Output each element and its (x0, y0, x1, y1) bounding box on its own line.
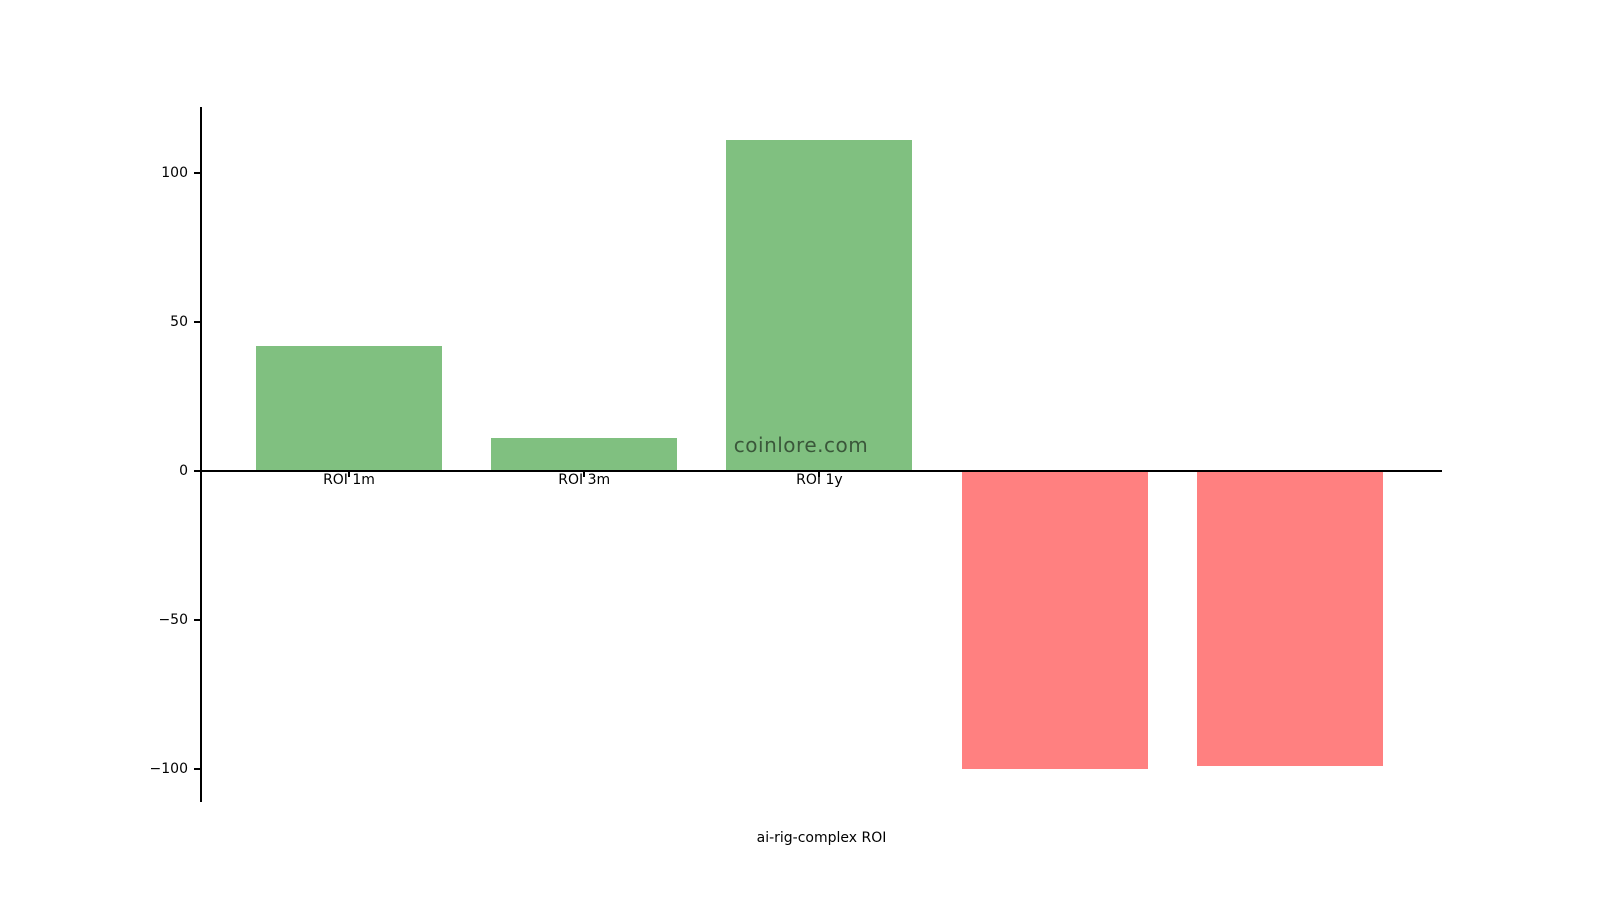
x-tick-label: ROI 1y (796, 471, 843, 488)
y-tick-label: −100 (149, 761, 188, 778)
y-axis-line (200, 107, 202, 802)
y-tick-mark (194, 469, 200, 472)
y-tick-mark (194, 171, 200, 174)
bar-roi-1y (726, 139, 913, 471)
x-tick-mark (583, 470, 586, 477)
watermark-text: coinlore.com (733, 433, 869, 457)
y-tick-mark (194, 320, 200, 323)
y-tick-label: 0 (179, 462, 188, 479)
y-tick-label: 50 (170, 313, 188, 330)
y-tick-mark (194, 768, 200, 771)
bar-roi-3m (491, 438, 678, 471)
chart-title: ai-rig-complex ROI (756, 830, 887, 846)
bar-roi-1m (256, 345, 442, 471)
y-tick-label: −50 (158, 612, 188, 629)
x-tick-label: ROI 1m (323, 471, 375, 488)
x-axis-zero-line (200, 469, 1442, 472)
x-tick-mark (348, 470, 350, 477)
bar-neg-5 (1196, 470, 1383, 767)
bar-neg-4 (961, 470, 1148, 770)
y-tick-mark (194, 619, 200, 622)
x-tick-mark (818, 470, 821, 477)
x-tick-label: ROI 3m (558, 471, 611, 488)
y-tick-label: 100 (161, 164, 188, 181)
